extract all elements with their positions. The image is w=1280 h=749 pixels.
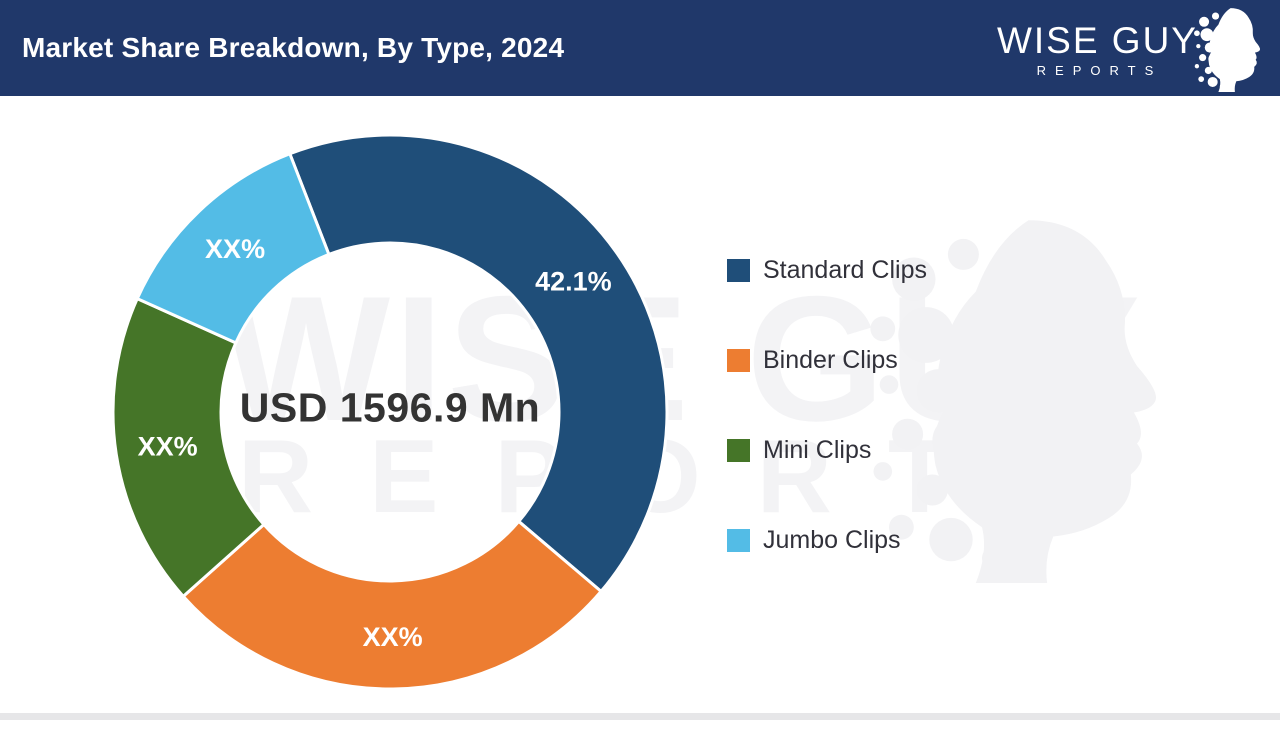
donut-segment-label: XX% — [205, 234, 265, 264]
donut-segment-standard-clips — [288, 133, 669, 593]
donut-chart-svg: 42.1% XX% XX% XX% — [111, 133, 669, 691]
logo-head-icon — [1194, 8, 1261, 92]
legend-label: Binder Clips — [763, 345, 898, 374]
legend-item-binder-clips: Binder Clips — [727, 345, 927, 374]
footer-accent-bar — [0, 713, 1280, 720]
donut-segment-label: XX% — [363, 622, 423, 652]
donut-segment-label: 42.1% — [535, 267, 612, 297]
wise-guy-logo: WISE GUY REPORTS — [997, 6, 1266, 92]
donut-segment-binder-clips — [181, 519, 603, 691]
header-bar: Market Share Breakdown, By Type, 2024 WI… — [0, 0, 1280, 96]
logo-wordmark: WISE GUY — [996, 19, 1198, 61]
legend-item-mini-clips: Mini Clips — [727, 435, 927, 464]
legend-label: Mini Clips — [763, 435, 872, 464]
legend-label: Jumbo Clips — [763, 525, 901, 554]
logo-subtitle: REPORTS — [1036, 62, 1163, 78]
legend-swatch-binder-clips — [727, 348, 750, 372]
page-title: Market Share Breakdown, By Type, 2024 — [22, 32, 565, 63]
chart-area: WISE GUY REPORTS 42.1% XX% XX% XX% USD 1596… — [0, 96, 1280, 713]
donut-segment-mini-clips — [111, 297, 266, 598]
donut-segment-label: XX% — [138, 431, 198, 461]
legend-item-jumbo-clips: Jumbo Clips — [727, 525, 927, 554]
legend-swatch-jumbo-clips — [727, 528, 750, 552]
logo-text: WISE GUY REPORTS — [997, 22, 1198, 77]
donut-center-value: USD 1596.9 Mn — [239, 384, 541, 431]
legend-swatch-mini-clips — [727, 438, 750, 462]
chart-legend: Standard Clips Binder Clips Mini Clips J… — [727, 255, 927, 618]
donut-segment-jumbo-clips — [135, 152, 331, 345]
legend-label: Standard Clips — [763, 255, 927, 284]
legend-swatch-standard-clips — [727, 258, 750, 282]
legend-item-standard-clips: Standard Clips — [727, 255, 927, 284]
